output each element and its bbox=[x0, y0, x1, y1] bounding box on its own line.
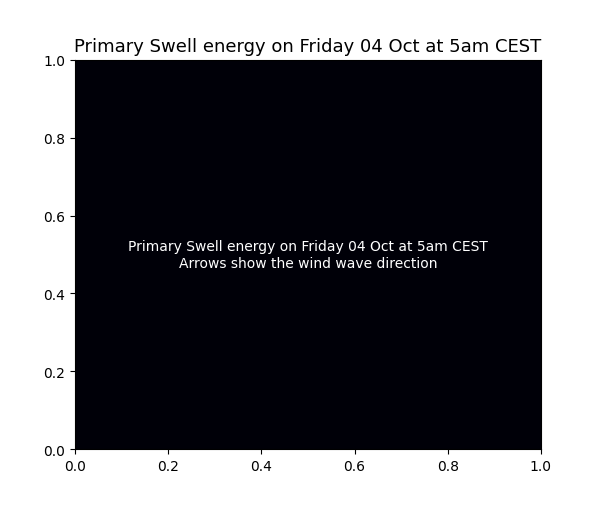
Text: Primary Swell energy on Friday 04 Oct at 5am CEST
Arrows show the wind wave dire: Primary Swell energy on Friday 04 Oct at… bbox=[128, 240, 488, 270]
Title: Primary Swell energy on Friday 04 Oct at 5am CEST: Primary Swell energy on Friday 04 Oct at… bbox=[75, 38, 542, 56]
